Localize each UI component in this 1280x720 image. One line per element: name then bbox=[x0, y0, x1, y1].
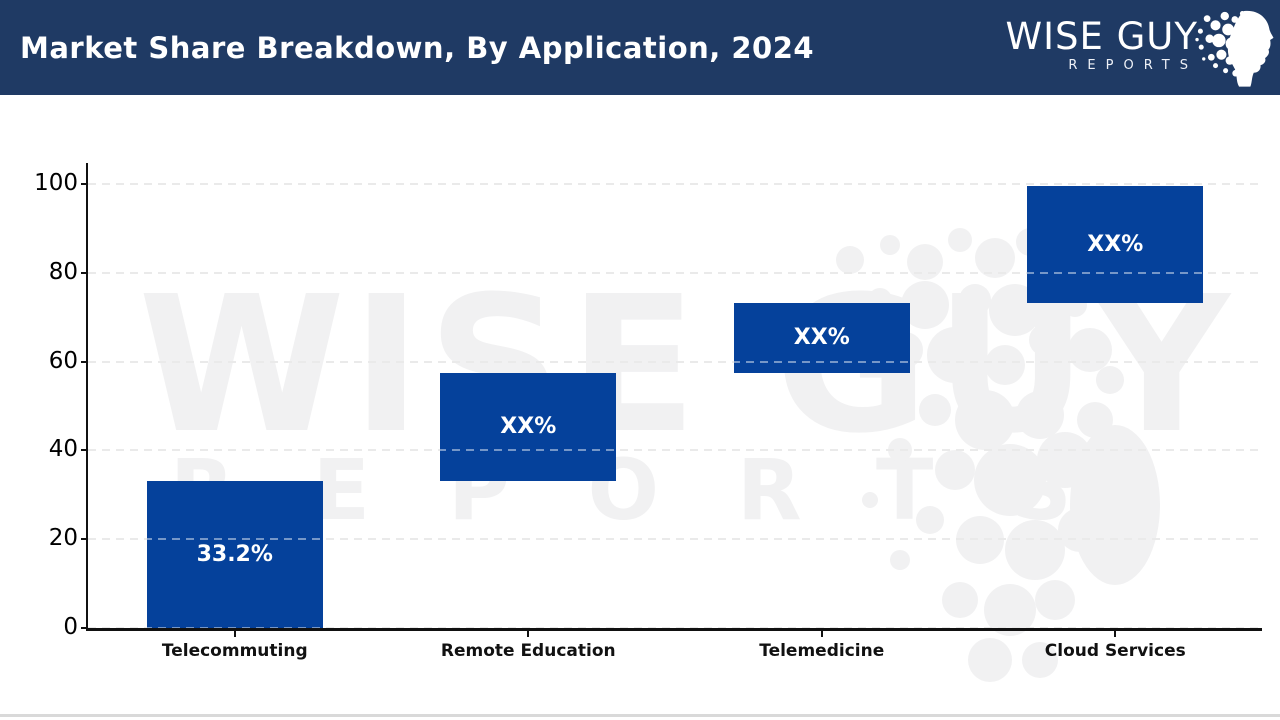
gridline-overlay bbox=[88, 449, 1262, 452]
wiseguy-logo: WISE GUY REPORTS bbox=[1006, 4, 1274, 92]
gridline bbox=[88, 360, 1262, 363]
y-axis-tick bbox=[81, 360, 88, 363]
x-axis-label: Telecommuting bbox=[161, 641, 308, 661]
bar-value-label: XX% bbox=[793, 325, 850, 351]
y-axis-line bbox=[86, 163, 88, 631]
gridline-overlay bbox=[88, 271, 1262, 274]
gridline-overlay bbox=[88, 538, 1262, 541]
bottom-divider bbox=[0, 714, 1280, 717]
x-axis-label: Telemedicine bbox=[759, 641, 885, 661]
y-axis-label: 80 bbox=[48, 258, 78, 285]
gridline-overlay bbox=[88, 360, 1262, 363]
bar-cloud-services bbox=[1027, 186, 1204, 303]
y-axis-label: 0 bbox=[63, 614, 78, 640]
logo-text: WISE GUY REPORTS bbox=[1005, 15, 1198, 74]
header-bar: Market Share Breakdown, By Application, … bbox=[0, 0, 1280, 95]
y-axis-label: 60 bbox=[48, 347, 78, 374]
bar-telemedicine bbox=[733, 302, 910, 373]
bar-value-label: XX% bbox=[1087, 231, 1144, 257]
y-axis-tick bbox=[81, 627, 88, 629]
gridline bbox=[88, 449, 1262, 452]
bar-telecommuting bbox=[146, 480, 323, 628]
gridline bbox=[88, 538, 1262, 541]
bar-value-label: XX% bbox=[500, 414, 557, 440]
y-axis-label: 20 bbox=[48, 525, 78, 552]
logo-subtext: REPORTS bbox=[1068, 58, 1198, 73]
x-axis-label: Cloud Services bbox=[1044, 641, 1186, 661]
gridline-overlay bbox=[88, 183, 1262, 185]
logo-face-icon bbox=[1195, 10, 1274, 87]
y-axis-tick bbox=[81, 538, 88, 541]
page-title: Market Share Breakdown, By Application, … bbox=[20, 30, 815, 65]
bar-value-label: 33.2% bbox=[196, 541, 273, 567]
gridline bbox=[88, 183, 1262, 185]
y-axis-tick bbox=[81, 183, 88, 185]
x-axis-tick bbox=[527, 631, 530, 637]
x-axis-tick bbox=[233, 631, 236, 637]
logo-wordmark: WISE GUY bbox=[1005, 15, 1198, 58]
gridline bbox=[88, 271, 1262, 274]
x-axis-line bbox=[88, 628, 1262, 631]
x-axis-tick bbox=[1114, 631, 1117, 637]
y-axis-label: 100 bbox=[34, 170, 78, 196]
bar-remote-education bbox=[440, 372, 617, 481]
x-axis-label: Remote Education bbox=[440, 641, 616, 661]
watermark-face-dots bbox=[836, 228, 1160, 682]
y-axis-tick bbox=[81, 449, 88, 452]
y-axis-label: 40 bbox=[48, 436, 78, 463]
y-axis-tick bbox=[81, 271, 88, 274]
x-axis-tick bbox=[820, 631, 823, 637]
